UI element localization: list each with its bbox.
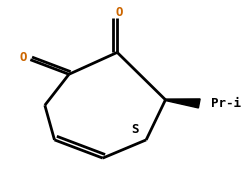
Polygon shape [165, 99, 200, 108]
Text: Pr-i: Pr-i [211, 97, 241, 110]
Text: O: O [19, 51, 27, 64]
Text: O: O [116, 6, 124, 19]
Text: S: S [131, 123, 139, 136]
